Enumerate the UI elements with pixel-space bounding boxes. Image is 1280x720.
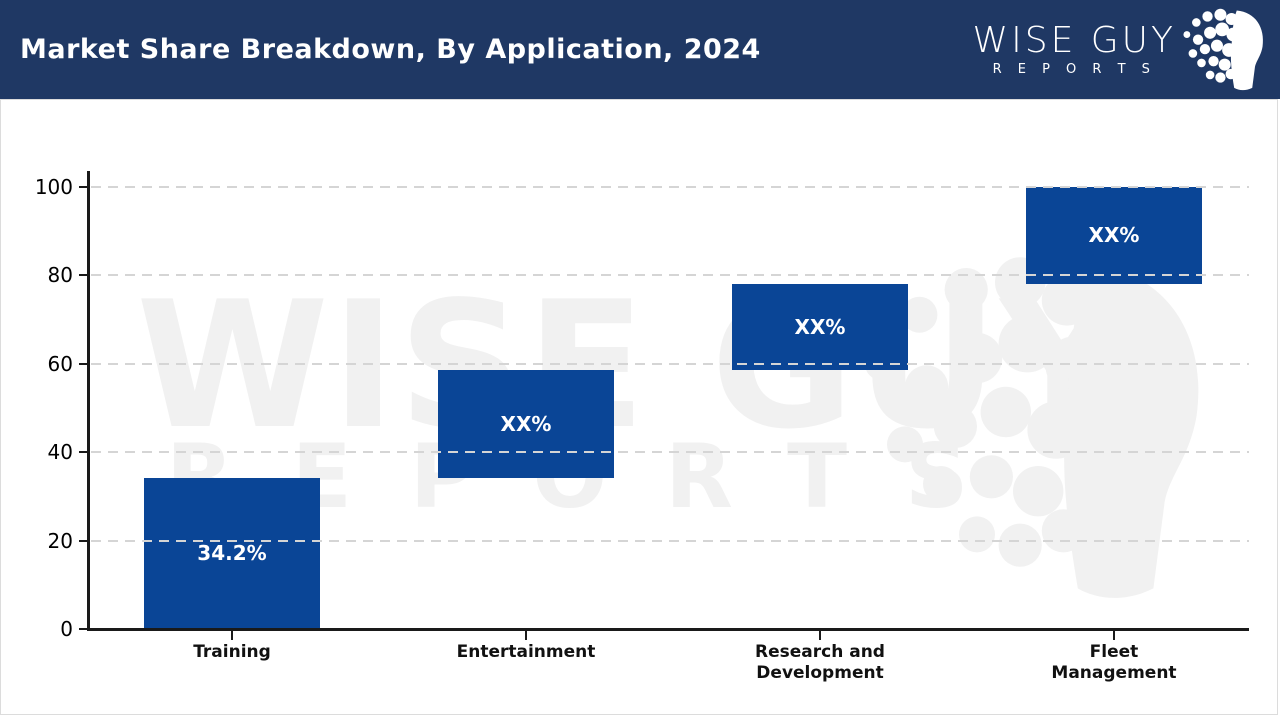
watermark-head-icon: [865, 257, 1199, 598]
y-tick-label-40: 40: [47, 440, 73, 465]
bar-entertainment: XX%: [438, 370, 614, 478]
bar-value-label: 34.2%: [197, 541, 267, 566]
y-tick-0: [79, 628, 88, 630]
y-tick-80: [79, 274, 88, 277]
header-bar: Market Share Breakdown, By Application, …: [0, 0, 1280, 99]
bar-value-label: XX%: [794, 314, 846, 339]
gridline-80: [91, 274, 1249, 277]
gridline-20: [91, 539, 1249, 542]
y-tick-label-80: 80: [47, 263, 73, 288]
gridline-40: [91, 451, 1249, 454]
gridline-100: [91, 186, 1249, 188]
bar-training: 34.2%: [144, 477, 320, 629]
y-tick-100: [79, 186, 88, 188]
x-tick-2: [819, 631, 821, 640]
bar-value-label: XX%: [500, 412, 552, 437]
x-tick-label-1: Entertainment: [456, 642, 596, 662]
y-tick-20: [79, 539, 88, 542]
x-tick-1: [525, 631, 527, 640]
y-tick-40: [79, 451, 88, 454]
bar-value-label: XX%: [1088, 223, 1140, 248]
y-tick-60: [79, 362, 88, 365]
wiseguy-logo: WISE GUY R E P O R T S: [973, 8, 1280, 92]
x-tick-label-0: Training: [193, 642, 271, 662]
y-tick-label-60: 60: [47, 351, 73, 376]
x-tick-label-2: Research and Development: [755, 642, 885, 684]
x-tick-label-3: Fleet Management: [1051, 642, 1177, 684]
bar-research-and-development: XX%: [732, 283, 908, 370]
y-axis-line: [87, 171, 90, 631]
logo-wordmark: WISE GUY: [972, 19, 1176, 61]
x-axis-line: [87, 628, 1249, 631]
chart-title: Market Share Breakdown, By Application, …: [20, 34, 761, 65]
y-tick-label-20: 20: [47, 528, 73, 553]
gridline-60: [91, 362, 1249, 365]
y-tick-label-0: 0: [60, 617, 73, 641]
bar-fleet-management: XX%: [1026, 187, 1202, 284]
x-tick-0: [231, 631, 233, 640]
y-tick-label-100: 100: [34, 175, 73, 199]
logo-subtext: R E P O R T S: [992, 61, 1156, 77]
x-tick-3: [1113, 631, 1115, 640]
logo-head-icon: [1183, 8, 1263, 90]
logo-text: WISE GUY R E P O R T S: [972, 19, 1177, 77]
